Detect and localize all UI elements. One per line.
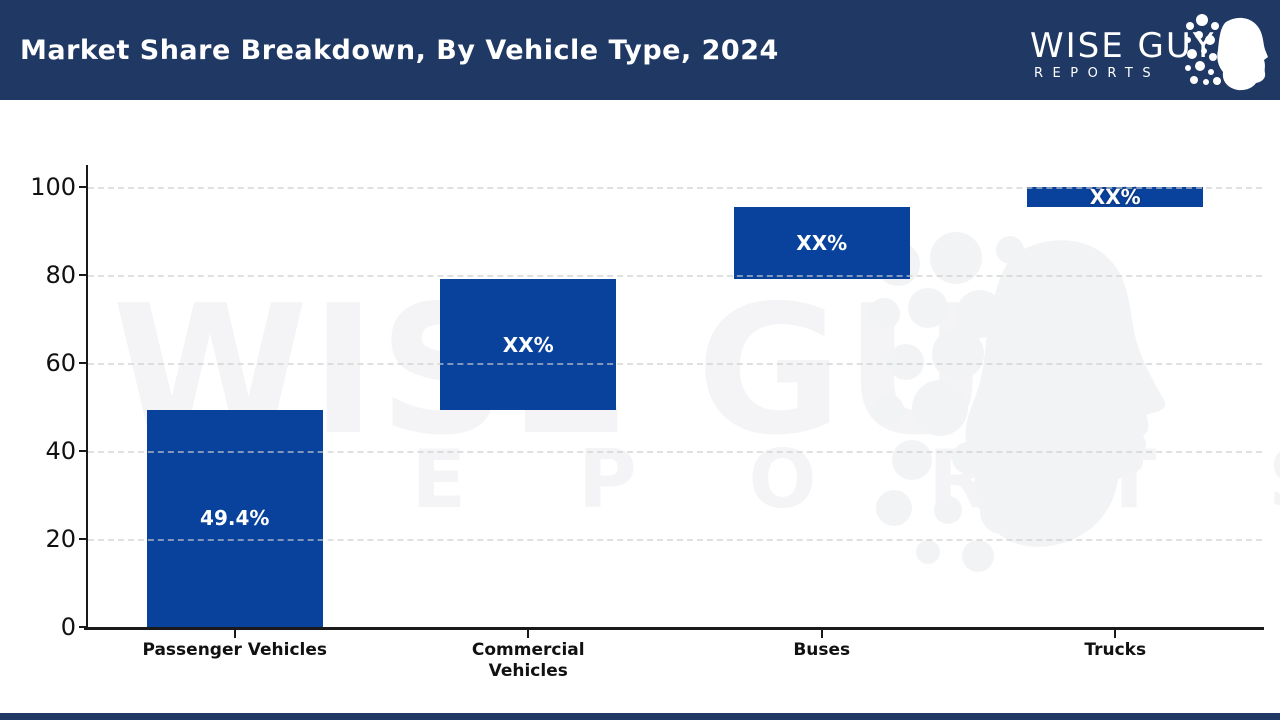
y-tick-mark	[79, 450, 88, 452]
dotted-head-profile-icon	[1185, 14, 1268, 91]
y-tick-label: 0	[60, 613, 76, 641]
y-tick-mark	[79, 274, 88, 276]
bar-buses: XX%	[733, 207, 910, 280]
y-tick-mark	[79, 626, 88, 628]
bar-value-label: XX%	[502, 332, 554, 357]
y-tick-label: 40	[45, 437, 76, 465]
y-tick-mark	[79, 538, 88, 540]
x-tick-mark	[233, 629, 236, 638]
x-tick-mark	[1114, 629, 1117, 638]
y-tick-label: 60	[45, 349, 76, 377]
page-title: Market Share Breakdown, By Vehicle Type,…	[20, 34, 779, 66]
y-axis-line	[86, 165, 88, 629]
x-tick-mark	[820, 629, 823, 638]
gridline-y-80	[88, 275, 1262, 277]
y-tick-label: 100	[30, 173, 76, 201]
gridline-y-40	[88, 451, 1262, 453]
x-tick-label: Passenger Vehicles	[142, 640, 328, 660]
gridline-y-60	[88, 363, 1262, 365]
x-axis-line	[84, 627, 1264, 630]
x-tick-label: Trucks	[1084, 640, 1147, 660]
bar-commercial-vehicles: XX%	[440, 279, 617, 410]
y-tick-label: 20	[45, 525, 76, 553]
gridline-y-100	[88, 187, 1262, 189]
brand-logo-text: WISE GUY	[1030, 26, 1216, 66]
x-tick-label: Commercial Vehicles	[471, 640, 585, 682]
footer-accent-bar	[0, 713, 1280, 720]
bar-value-label: XX%	[1089, 185, 1141, 210]
bar-value-label: 49.4%	[200, 506, 270, 531]
brand-logo-subtext: REPORTS	[1034, 66, 1161, 81]
gridline-y-20	[88, 539, 1262, 541]
x-tick-label: Buses	[793, 640, 851, 660]
bar-passenger-vehicles: 49.4%	[146, 409, 323, 627]
bar-trucks: XX%	[1027, 185, 1204, 210]
y-tick-label: 80	[45, 261, 76, 289]
y-tick-mark	[79, 362, 88, 364]
header-bar: Market Share Breakdown, By Vehicle Type,…	[0, 0, 1280, 100]
x-tick-mark	[527, 629, 530, 638]
bar-value-label: XX%	[796, 231, 848, 256]
watermark-head-profile-icon	[868, 232, 1166, 572]
y-tick-mark	[79, 186, 88, 188]
brand-logo: WISE GUY REPORTS	[1012, 8, 1268, 92]
